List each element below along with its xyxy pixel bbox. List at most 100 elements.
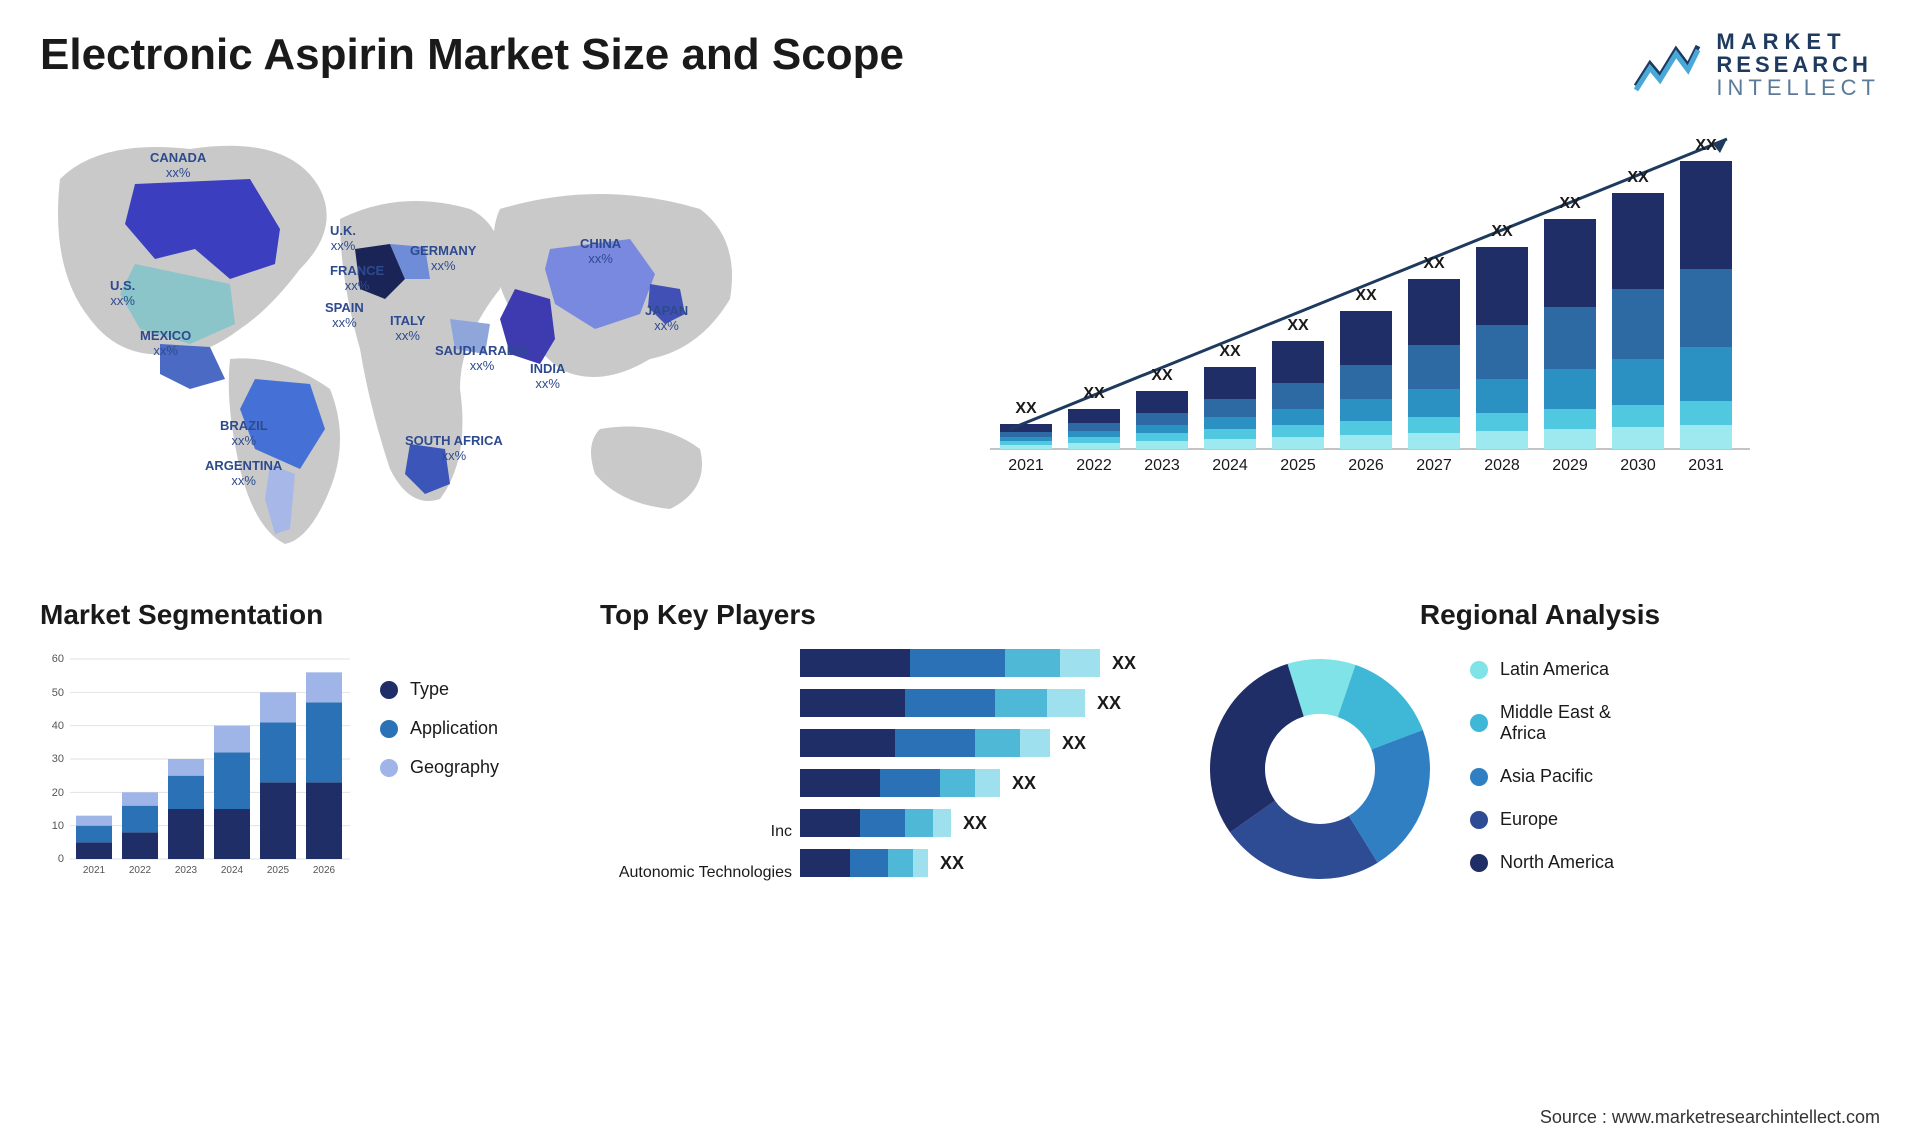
regional-donut	[1200, 649, 1440, 889]
growth-year-label: 2023	[1144, 457, 1180, 475]
growth-bar-value: XX	[1015, 400, 1036, 418]
growth-year-label: 2031	[1688, 457, 1724, 475]
map-label-india: INDIAxx%	[530, 362, 565, 391]
header: Electronic Aspirin Market Size and Scope…	[40, 30, 1880, 99]
map-label-japan: JAPANxx%	[645, 304, 688, 333]
seg-y-tick: 30	[40, 753, 64, 765]
growth-year-label: 2027	[1416, 457, 1452, 475]
legend-label: Type	[410, 679, 449, 700]
map-label-china: CHINAxx%	[580, 237, 621, 266]
map-label-u.k.: U.K.xx%	[330, 224, 356, 253]
legend-dot-icon	[1470, 714, 1488, 732]
region-legend-item: Asia Pacific	[1470, 766, 1614, 787]
player-label	[600, 774, 792, 806]
seg-y-tick: 50	[40, 687, 64, 699]
top-row: CANADAxx% U.S.xx%MEXICOxx% BRAZILxx% ARGENT…	[40, 129, 1880, 549]
growth-bar-value: XX	[1423, 255, 1444, 273]
segmentation-title: Market Segmentation	[40, 599, 560, 631]
map-label-mexico: MEXICOxx%	[140, 329, 191, 358]
map-label-france: FRANCExx%	[330, 264, 384, 293]
player-label	[600, 691, 792, 723]
logo-text-3: INTELLECT	[1716, 76, 1880, 99]
map-label-south-africa: SOUTH AFRICAxx%	[405, 434, 503, 463]
growth-year-label: 2028	[1484, 457, 1520, 475]
growth-bar-value: XX	[1559, 195, 1580, 213]
source-text: Source : www.marketresearchintellect.com	[1540, 1107, 1880, 1128]
segmentation-legend: Type Application Geography	[380, 649, 499, 884]
legend-label: North America	[1500, 852, 1614, 873]
legend-dot-icon	[380, 759, 398, 777]
player-value: XX	[1012, 773, 1036, 794]
seg-year-label: 2025	[267, 865, 289, 876]
brand-logo: MARKET RESEARCH INTELLECT	[1632, 30, 1880, 99]
players-title: Top Key Players	[600, 599, 1160, 631]
player-value: XX	[963, 813, 987, 834]
players-labels: IncAutonomic Technologies	[600, 649, 800, 889]
legend-dot-icon	[1470, 661, 1488, 679]
legend-label: Asia Pacific	[1500, 766, 1593, 787]
seg-y-tick: 10	[40, 820, 64, 832]
legend-label: Middle East &Africa	[1500, 702, 1611, 744]
map-label-canada: CANADAxx%	[150, 151, 206, 180]
player-label: Autonomic Technologies	[600, 858, 792, 890]
region-legend-item: Middle East &Africa	[1470, 702, 1614, 744]
player-value: XX	[1062, 733, 1086, 754]
segmentation-panel: Market Segmentation 0102030405060 202120…	[40, 599, 560, 894]
logo-text-2: RESEARCH	[1716, 53, 1880, 76]
growth-year-label: 2022	[1076, 457, 1112, 475]
bottom-row: Market Segmentation 0102030405060 202120…	[40, 599, 1880, 894]
growth-year-label: 2024	[1212, 457, 1248, 475]
seg-legend-item: Type	[380, 679, 499, 700]
player-value: XX	[1112, 653, 1136, 674]
seg-year-label: 2026	[313, 865, 335, 876]
map-label-argentina: ARGENTINAxx%	[205, 459, 282, 488]
players-chart: XX XX XX XX XX XX	[800, 649, 1140, 894]
segmentation-chart: 0102030405060 202120222023202420252026	[40, 649, 350, 884]
growth-chart-panel: XXXXXXXXXXXXXXXXXXXXXX 20212022202320242…	[990, 129, 1880, 549]
growth-year-label: 2025	[1280, 457, 1316, 475]
logo-icon	[1632, 36, 1702, 94]
growth-year-label: 2026	[1348, 457, 1384, 475]
growth-bar-value: XX	[1355, 287, 1376, 305]
seg-legend-item: Geography	[380, 757, 499, 778]
seg-y-tick: 0	[40, 853, 64, 865]
map-label-italy: ITALYxx%	[390, 314, 425, 343]
growth-bar-value: XX	[1219, 343, 1240, 361]
legend-label: Geography	[410, 757, 499, 778]
seg-y-tick: 60	[40, 653, 64, 665]
seg-y-tick: 20	[40, 787, 64, 799]
seg-year-label: 2021	[83, 865, 105, 876]
legend-dot-icon	[1470, 811, 1488, 829]
growth-bar-value: XX	[1151, 367, 1172, 385]
growth-year-label: 2030	[1620, 457, 1656, 475]
players-panel: Top Key Players IncAutonomic Technologie…	[600, 599, 1160, 894]
player-label	[600, 649, 792, 681]
regional-title: Regional Analysis	[1200, 599, 1880, 631]
world-map-panel: CANADAxx% U.S.xx%MEXICOxx% BRAZILxx% ARGENT…	[40, 129, 930, 549]
growth-year-label: 2029	[1552, 457, 1588, 475]
map-label-u.s.: U.S.xx%	[110, 279, 135, 308]
region-legend-item: Latin America	[1470, 659, 1614, 680]
legend-dot-icon	[380, 720, 398, 738]
region-legend-item: North America	[1470, 852, 1614, 873]
legend-label: Application	[410, 718, 498, 739]
region-legend-item: Europe	[1470, 809, 1614, 830]
legend-label: Europe	[1500, 809, 1558, 830]
seg-year-label: 2024	[221, 865, 243, 876]
player-value: XX	[1097, 693, 1121, 714]
legend-label: Latin America	[1500, 659, 1609, 680]
seg-legend-item: Application	[380, 718, 499, 739]
legend-dot-icon	[380, 681, 398, 699]
growth-bar-value: XX	[1287, 317, 1308, 335]
growth-year-label: 2021	[1008, 457, 1044, 475]
growth-bar-value: XX	[1627, 169, 1648, 187]
map-label-saudi-arabia: SAUDI ARABIAxx%	[435, 344, 529, 373]
map-label-brazil: BRAZILxx%	[220, 419, 268, 448]
regional-legend: Latin America Middle East &Africa Asia Pac…	[1470, 649, 1614, 873]
legend-dot-icon	[1470, 854, 1488, 872]
regional-panel: Regional Analysis Latin America Middle Ea…	[1200, 599, 1880, 894]
player-value: XX	[940, 853, 964, 874]
legend-dot-icon	[1470, 768, 1488, 786]
growth-bar-value: XX	[1083, 385, 1104, 403]
growth-bar-value: XX	[1491, 223, 1512, 241]
